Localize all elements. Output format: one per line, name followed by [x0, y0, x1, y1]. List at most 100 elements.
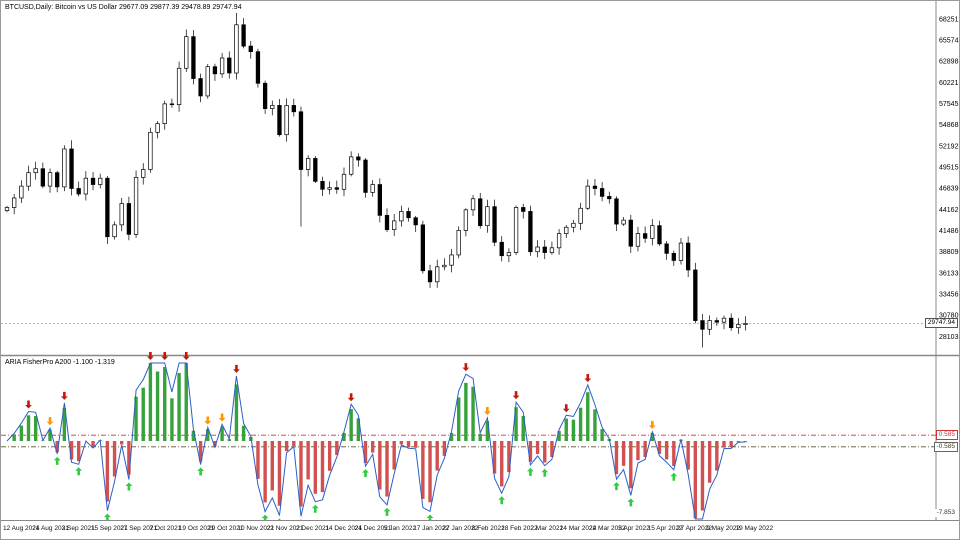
- price-axis-label: 46839.24: [939, 186, 959, 193]
- candle-body: [98, 177, 103, 185]
- sell-arrow-icon: [204, 416, 212, 425]
- candle-body: [542, 246, 547, 253]
- price-axis-label: 38809.68: [939, 249, 959, 256]
- time-axis-label: 8 Feb 2022: [471, 525, 505, 532]
- time-axis-label: 18 Feb 2022: [501, 525, 538, 532]
- candle-body: [420, 224, 426, 272]
- candle-body: [141, 169, 146, 178]
- price-axis-label: 28103.60: [939, 334, 959, 341]
- price-axis-label: 49515.76: [939, 165, 959, 172]
- price-axis-label: 62898.36: [939, 59, 959, 66]
- chart-title: BTCUSD,Daily: Bitcoin vs US Dollar 29677…: [5, 4, 242, 11]
- candle-body: [693, 269, 698, 321]
- buy-arrow-icon: [670, 472, 678, 481]
- candle-body: [169, 103, 175, 106]
- candle-body: [571, 222, 576, 228]
- buy-arrow-icon: [75, 467, 83, 476]
- price-axis-label: 44162.72: [939, 207, 959, 214]
- buy-arrow-icon: [627, 498, 635, 507]
- price-axis-label: 54868.80: [939, 122, 959, 129]
- candle-body: [678, 242, 684, 261]
- time-axis[interactable]: 12 Aug 2021 24 Aug 2021 3 Sep 2021 15 Sep 2…: [1, 520, 959, 539]
- candle-body: [356, 156, 361, 161]
- buy-arrow-icon: [613, 482, 620, 491]
- sell-arrow-icon: [182, 352, 190, 360]
- candle-body: [707, 320, 712, 330]
- candle-body: [255, 51, 261, 84]
- time-axis-label: 5 Apr 2022: [618, 525, 650, 532]
- time-axis-label: 15 Apr 2022: [647, 525, 683, 532]
- candle-body: [650, 225, 655, 239]
- sell-arrow-icon: [648, 420, 656, 429]
- candle-body: [133, 177, 139, 235]
- candle-body: [40, 168, 45, 187]
- candle-body: [549, 247, 555, 253]
- candle-body: [463, 209, 469, 231]
- sell-arrow-icon: [512, 391, 520, 400]
- sell-arrow-icon: [161, 352, 169, 360]
- candle-body: [585, 185, 590, 209]
- time-axis-label: 2 Dec 2021: [296, 525, 330, 532]
- price-axis-label: 41486.20: [939, 228, 959, 235]
- time-axis-label: 19 Oct 2021: [178, 525, 215, 532]
- buy-arrow-icon: [53, 456, 61, 465]
- candle-body: [291, 105, 296, 113]
- candle-body: [176, 67, 182, 106]
- price-axis-label: 33456.64: [939, 292, 959, 299]
- price-axis-label: 57545.32: [939, 101, 959, 108]
- candle-body: [664, 243, 669, 254]
- candle-body: [33, 168, 38, 174]
- buy-arrow-icon: [103, 513, 111, 522]
- candle-body: [743, 322, 748, 325]
- sell-arrow-icon: [462, 363, 470, 372]
- candle-body: [564, 226, 569, 234]
- candle-body: [284, 105, 289, 136]
- time-axis-label: 14 Mar 2022: [559, 525, 597, 532]
- candle-body: [700, 320, 705, 330]
- candle-body: [184, 36, 189, 69]
- candle-body: [392, 220, 397, 230]
- buy-arrow-icon: [362, 469, 369, 478]
- buy-arrow-icon: [527, 467, 534, 476]
- candle-body: [621, 219, 626, 225]
- price-axis-label: 65574.88: [939, 37, 959, 44]
- candle-body: [521, 207, 526, 212]
- candle-body: [26, 172, 31, 187]
- time-axis-label: 27 Sep 2021: [120, 525, 158, 532]
- candle-body: [270, 105, 275, 109]
- candle-body: [406, 211, 411, 219]
- time-axis-label: 5 Jan 2022: [383, 525, 417, 532]
- time-axis-label: 27 Apr 2022: [676, 525, 712, 532]
- candle-body: [499, 241, 504, 257]
- time-axis-label: 14 Dec 2021: [325, 525, 363, 532]
- buy-arrow-icon: [498, 496, 506, 505]
- candle-body: [363, 159, 368, 193]
- candle-body: [19, 185, 24, 199]
- candle-body: [341, 173, 347, 190]
- candle-body: [83, 177, 89, 195]
- sell-arrow-icon: [25, 400, 32, 409]
- sell-arrow-icon: [218, 413, 226, 422]
- candle-body: [535, 246, 540, 253]
- candle-body: [470, 198, 476, 211]
- candle-body: [384, 215, 390, 230]
- candle-body: [241, 24, 246, 47]
- price-axis-label: 68251.40: [939, 16, 959, 23]
- candle-body: [234, 24, 239, 74]
- candle-body: [12, 197, 17, 208]
- candle-body: [313, 158, 318, 182]
- candle-body: [305, 158, 311, 170]
- indicator-level-label-lower: -0.585: [933, 442, 958, 452]
- candle-body: [119, 203, 124, 226]
- candle-body: [219, 57, 225, 75]
- candle-body: [90, 177, 96, 185]
- candle-body: [671, 252, 676, 261]
- candle-body: [478, 198, 483, 227]
- candle-body: [635, 233, 641, 247]
- candle-body: [62, 148, 67, 188]
- candle-body: [212, 66, 218, 75]
- candle-body: [205, 66, 210, 97]
- buy-arrow-icon: [197, 467, 204, 476]
